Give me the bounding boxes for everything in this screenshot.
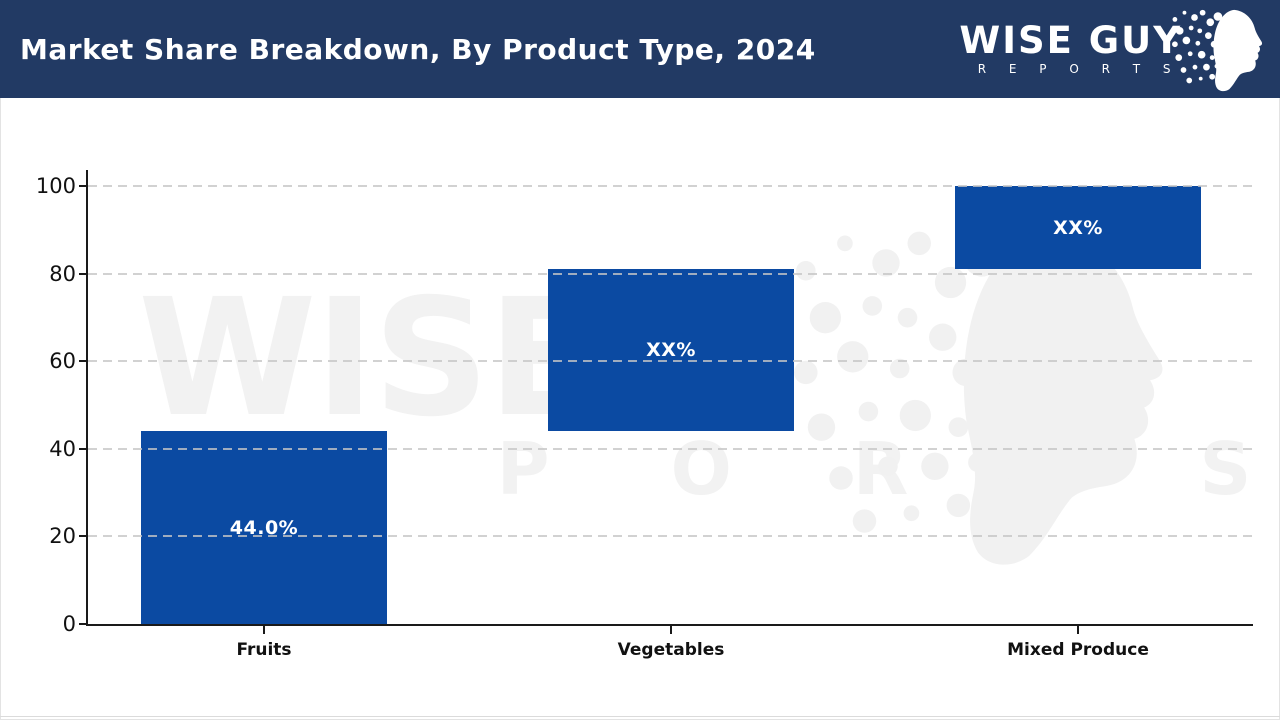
gridline-20 (88, 535, 1253, 538)
bar-value-label-mixed-produce: XX% (1053, 216, 1103, 239)
bar-vegetables: XX% (548, 269, 794, 432)
x-axis-label-fruits: Fruits (236, 640, 292, 660)
wiseguy-logo: WISE GUY R E P O R T S (959, 6, 1264, 92)
y-tick-mark-20 (79, 535, 88, 538)
y-tick-mark-60 (79, 360, 88, 363)
y-axis-line (86, 170, 88, 626)
y-tick-label-20: 20 (49, 524, 76, 549)
header-band: Market Share Breakdown, By Product Type,… (0, 0, 1280, 98)
y-tick-label-60: 60 (49, 349, 76, 374)
y-tick-label-100: 100 (35, 174, 76, 198)
footer-divider (0, 716, 1280, 717)
y-tick-label-0: 0 (62, 612, 76, 636)
y-tick-mark-40 (79, 447, 88, 450)
bar-fruits: 44.0% (141, 431, 387, 624)
bar-value-label-vegetables: XX% (646, 339, 696, 362)
x-axis-label-mixed-produce: Mixed Produce (1007, 640, 1149, 660)
watermark: WISE R E P O R T S (0, 98, 1280, 716)
y-tick-label-80: 80 (49, 261, 76, 286)
x-tick-mark-mixed-produce (1077, 626, 1079, 634)
y-tick-label-40: 40 (49, 436, 76, 461)
logo-face-icon (1172, 9, 1263, 92)
logo-wordmark-main: WISE GUY (959, 19, 1182, 62)
x-tick-mark-vegetables (670, 626, 672, 634)
chart-title: Market Share Breakdown, By Product Type,… (20, 32, 816, 66)
y-tick-mark-80 (79, 272, 88, 275)
x-tick-mark-fruits (263, 626, 265, 634)
x-axis-label-vegetables: Vegetables (617, 640, 725, 660)
bar-mixed-produce: XX% (955, 186, 1201, 270)
gridline-80 (88, 272, 1253, 275)
x-axis-line (86, 624, 1253, 626)
logo-wordmark: WISE GUY R E P O R T S (959, 22, 1182, 76)
gridline-40 (88, 447, 1253, 450)
bar-value-label-fruits: 44.0% (229, 516, 299, 539)
gridline-60 (88, 360, 1253, 363)
watermark-wordmark: WISE (138, 265, 598, 453)
watermark-face-icon (794, 231, 1163, 565)
y-tick-mark-100 (79, 185, 88, 187)
gridline-100 (88, 185, 1253, 187)
y-tick-mark-0 (79, 623, 88, 625)
logo-wordmark-sub: R E P O R T S (977, 62, 1180, 76)
